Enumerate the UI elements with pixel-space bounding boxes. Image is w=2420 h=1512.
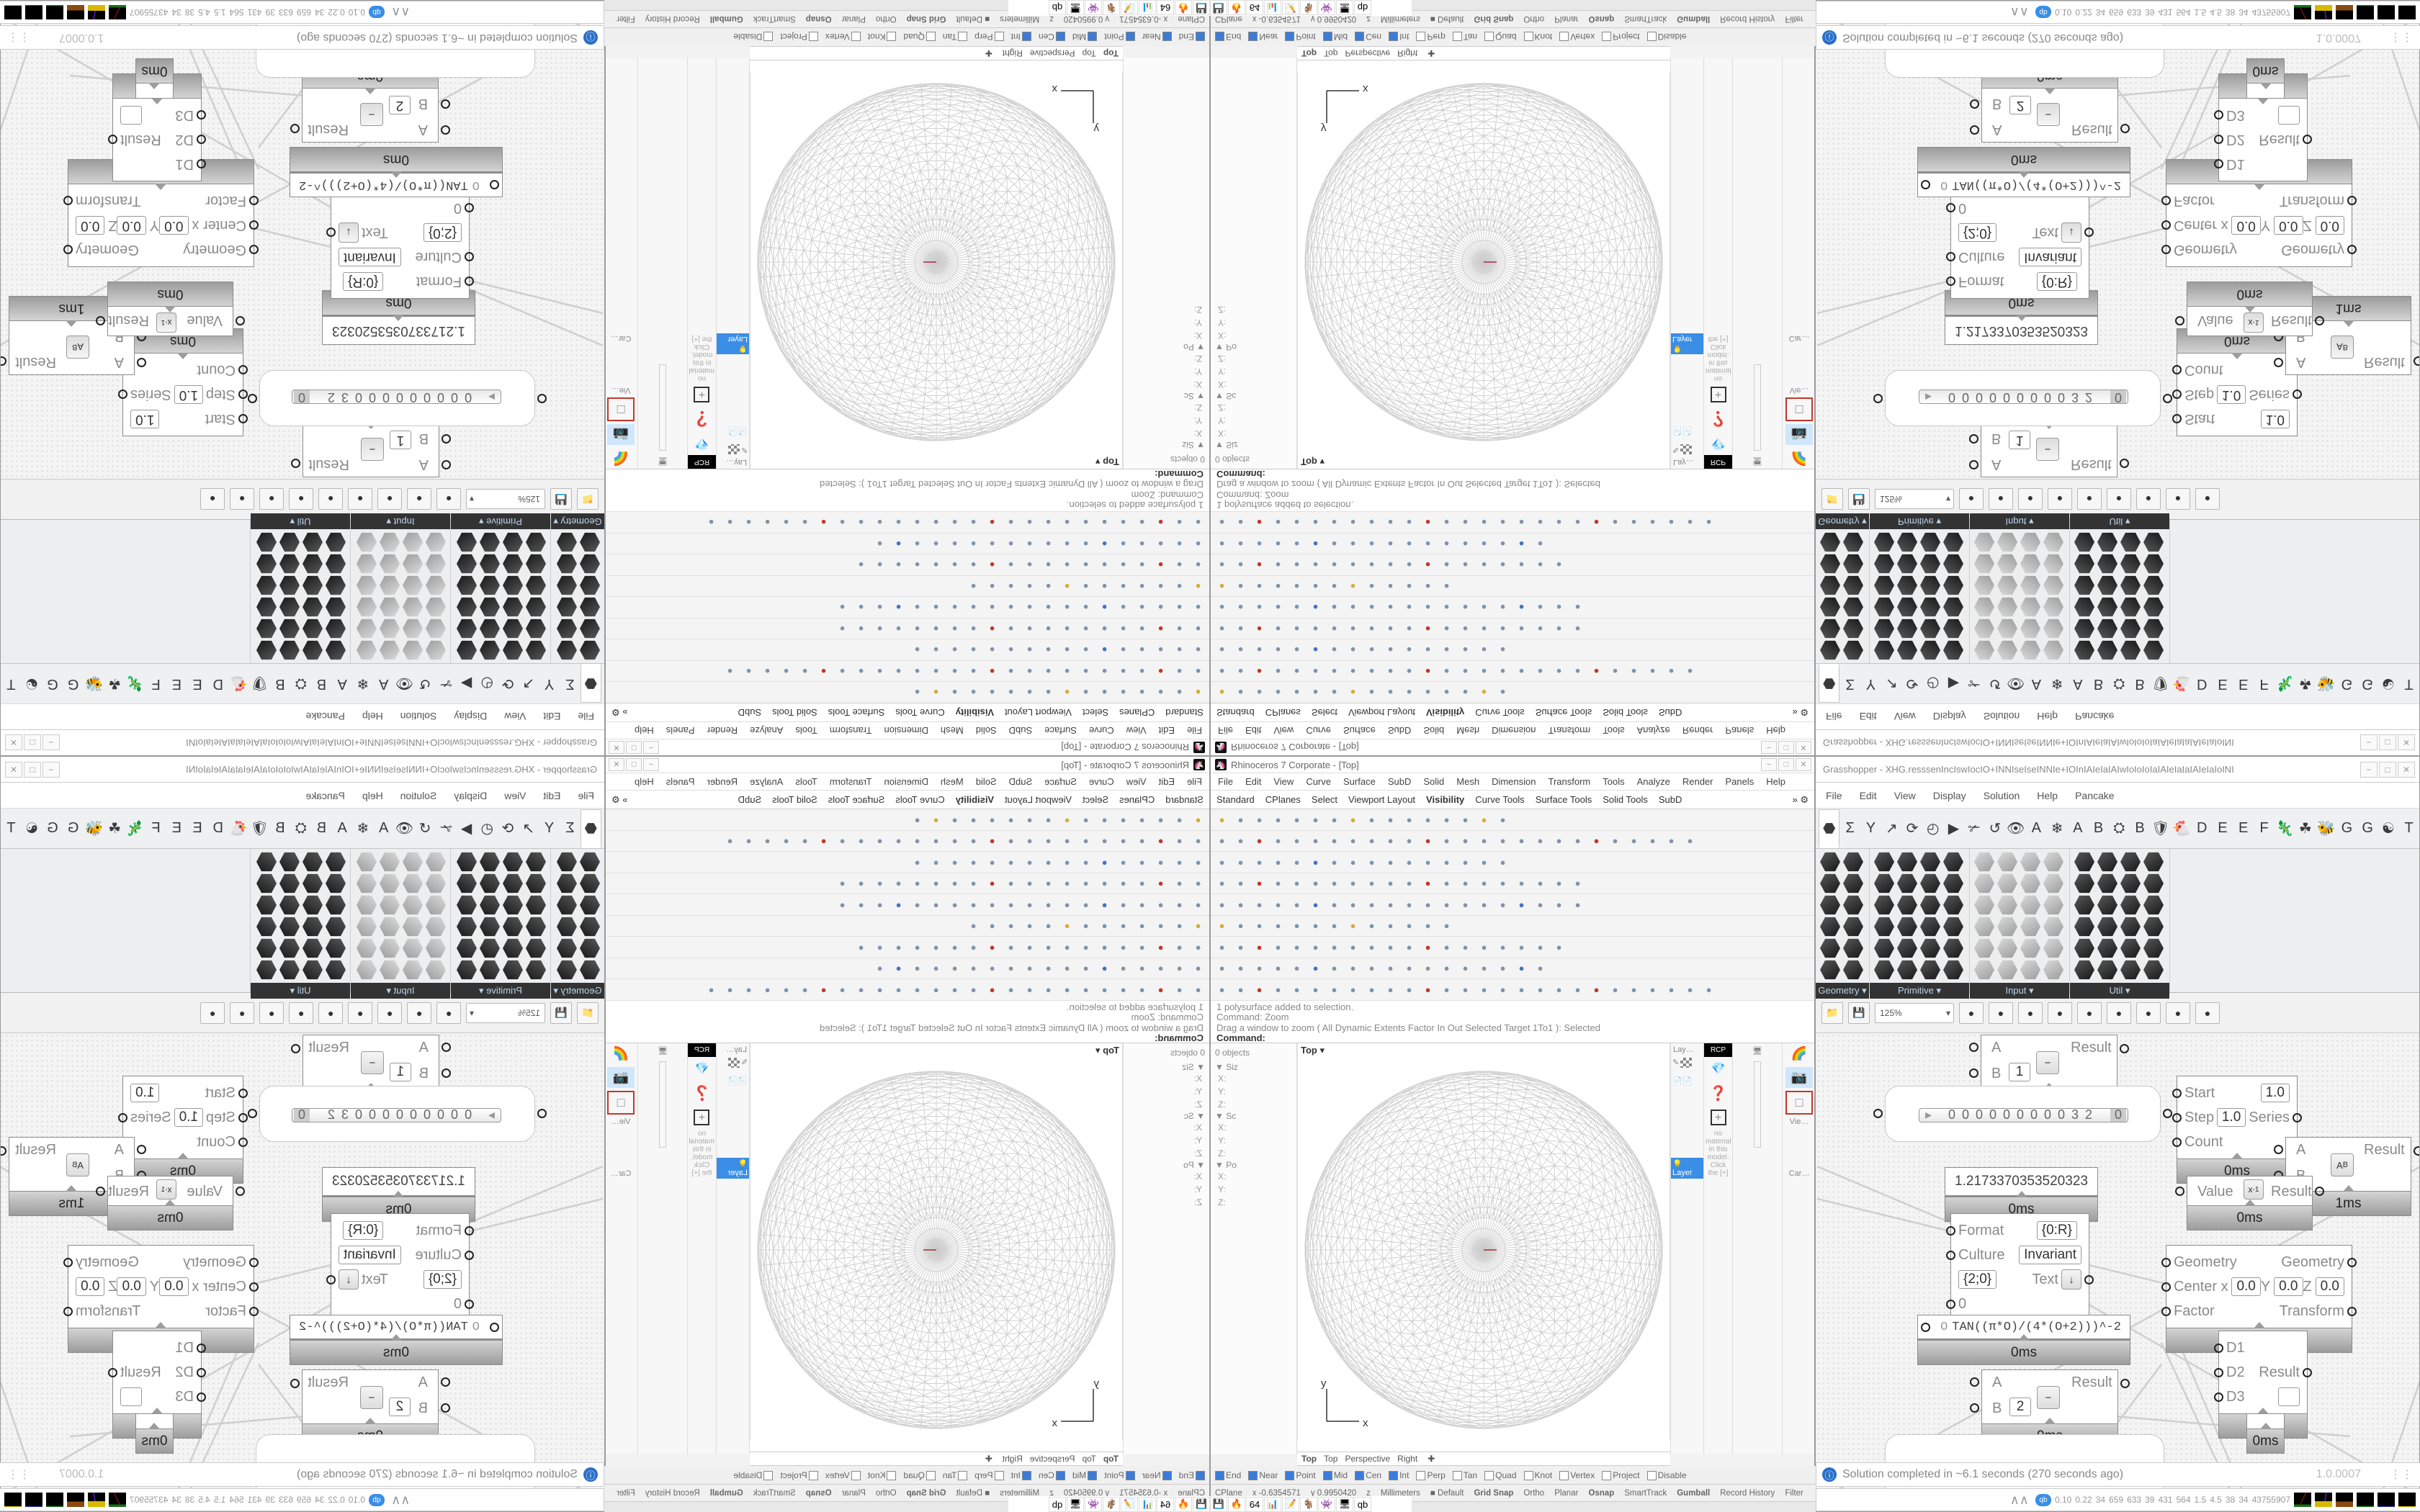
svg-text:x: x	[1363, 84, 1368, 96]
svg-text:y: y	[1321, 1377, 1327, 1390]
svg-text:y: y	[1093, 123, 1099, 135]
svg-text:x: x	[1363, 1417, 1368, 1429]
svg-text:x: x	[1052, 1417, 1057, 1429]
svg-text:y: y	[1321, 123, 1327, 135]
svg-text:y: y	[1093, 1377, 1099, 1390]
svg-text:x: x	[1052, 84, 1057, 96]
